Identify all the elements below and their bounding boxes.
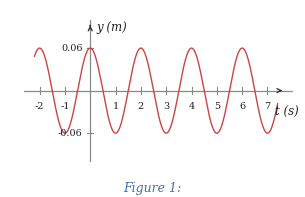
Text: 4: 4 [188,102,195,111]
Text: 6: 6 [239,102,245,111]
Text: y (m): y (m) [97,21,127,34]
Text: -2: -2 [35,102,44,111]
Text: -1: -1 [60,102,70,111]
Text: 7: 7 [264,102,271,111]
Text: t (s): t (s) [274,106,298,119]
Text: -0.06: -0.06 [58,129,83,138]
Text: 5: 5 [214,102,220,111]
Text: 2: 2 [138,102,144,111]
Text: 3: 3 [163,102,169,111]
Text: 1: 1 [113,102,119,111]
Text: 0.06: 0.06 [61,44,83,53]
Text: Figure 1:: Figure 1: [124,182,181,195]
